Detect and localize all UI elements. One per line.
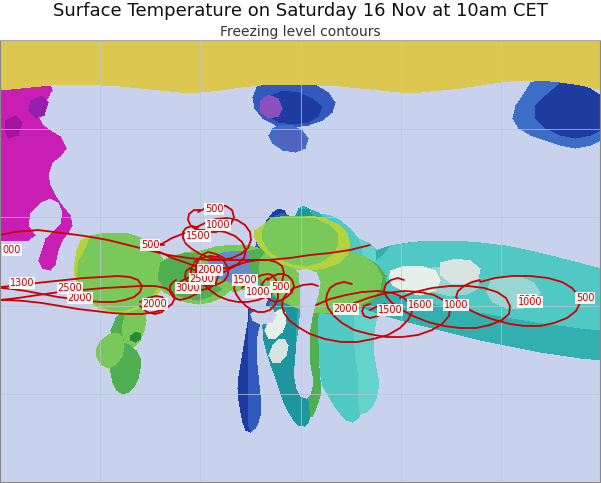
Text: 1600: 1600 — [407, 300, 432, 310]
Text: 500: 500 — [270, 282, 289, 292]
Text: 500: 500 — [141, 240, 159, 250]
Text: 1000: 1000 — [246, 287, 270, 297]
Text: 1500: 1500 — [377, 305, 402, 315]
Text: 2000: 2000 — [198, 265, 222, 275]
Text: 500: 500 — [576, 293, 594, 303]
Text: 2500: 2500 — [190, 274, 215, 284]
Text: 2000: 2000 — [142, 299, 167, 309]
Text: Freezing level contours: Freezing level contours — [220, 25, 381, 39]
Text: 2500: 2500 — [58, 283, 82, 293]
Text: 1000: 1000 — [517, 297, 542, 307]
Text: 500: 500 — [205, 204, 223, 214]
Text: 1500: 1500 — [186, 231, 210, 241]
Text: 3000: 3000 — [175, 283, 200, 293]
Text: 1000: 1000 — [444, 300, 468, 310]
Text: 2000: 2000 — [68, 293, 93, 303]
Text: 000: 000 — [3, 245, 21, 255]
Text: 1000: 1000 — [206, 220, 230, 230]
Text: 1500: 1500 — [233, 275, 257, 285]
Text: 2000: 2000 — [334, 304, 358, 314]
Text: 1300: 1300 — [10, 278, 34, 288]
Text: 500: 500 — [517, 295, 536, 305]
Text: Surface Temperature on Saturday 16 Nov at 10am CET: Surface Temperature on Saturday 16 Nov a… — [53, 2, 548, 20]
